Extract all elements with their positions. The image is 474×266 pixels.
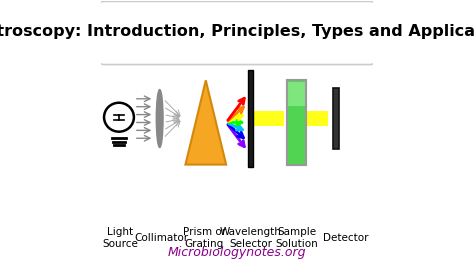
Bar (287, 80, 306, 165)
Polygon shape (253, 111, 284, 126)
Text: Collimator: Collimator (134, 233, 188, 243)
FancyBboxPatch shape (99, 1, 375, 65)
Text: Wavelength
Selector: Wavelength Selector (219, 227, 282, 249)
Text: Sample
Solution: Sample Solution (275, 227, 318, 249)
Ellipse shape (156, 90, 163, 147)
Bar (333, 88, 339, 149)
Text: Prism or
Grating: Prism or Grating (183, 227, 226, 249)
Text: Light
Source: Light Source (102, 227, 138, 249)
Polygon shape (185, 80, 226, 165)
Bar (288, 82, 305, 106)
Bar (287, 80, 306, 165)
Bar (288, 81, 305, 164)
Bar (248, 70, 253, 167)
Text: Microbiologynotes.org: Microbiologynotes.org (168, 246, 306, 259)
Text: Detector: Detector (323, 233, 368, 243)
Text: Spectroscopy: Introduction, Principles, Types and Applications: Spectroscopy: Introduction, Principles, … (0, 24, 474, 39)
Polygon shape (306, 111, 328, 126)
